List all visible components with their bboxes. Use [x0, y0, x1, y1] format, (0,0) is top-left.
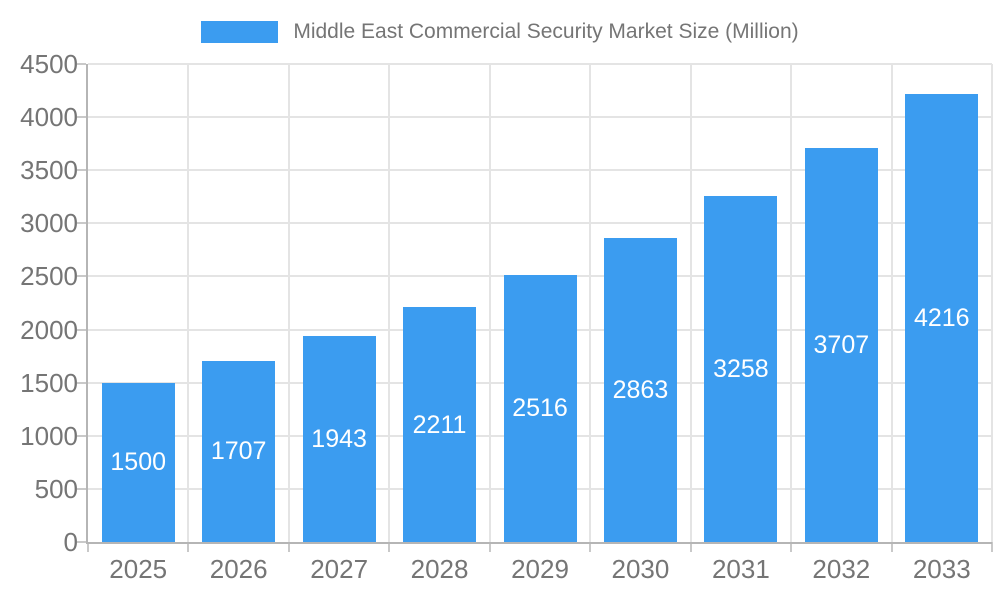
x-axis-tick-label: 2029 [511, 554, 569, 584]
bar [302, 335, 376, 542]
x-axis-tick-label: 2027 [310, 554, 369, 584]
x-axis-labels: 2025 2026 2027 2028 2029 2030 2031 2032 2033 [88, 552, 992, 586]
x-axis-tick-mark [287, 542, 290, 552]
y-axis-tick-label: 500 [34, 473, 78, 504]
y-axis-tick-label: 1000 [20, 420, 78, 451]
y-axis-tick-label: 2000 [20, 314, 78, 345]
y-axis-tick-label: 0 [63, 527, 78, 557]
y-axis-tick-label: 2500 [20, 261, 78, 292]
gridline-vertical [689, 64, 692, 542]
y-axis-tick-mark [77, 541, 86, 543]
x-axis-tick-mark [488, 542, 491, 552]
y-axis-tick-mark [77, 487, 86, 490]
bar-value-label: 1943 [311, 424, 367, 453]
x-axis-tick-label: 2033 [912, 554, 971, 584]
y-axis-tick-label: 3000 [20, 208, 78, 239]
bar [101, 382, 175, 542]
legend-swatch [201, 21, 279, 43]
gridline-vertical [287, 64, 290, 542]
y-axis-labels: 0 500 1000 1500 2000 2500 3000 3500 4000 4500 [0, 49, 78, 557]
x-axis-tick-label: 2032 [812, 554, 871, 584]
gridline-vertical [890, 64, 893, 542]
gridline-vertical [388, 64, 391, 542]
x-axis-tick-mark [790, 542, 793, 552]
y-axis-tick-label: 3500 [20, 155, 78, 186]
y-axis-tick-mark [77, 222, 86, 225]
gridline-vertical [488, 64, 491, 542]
gridline-vertical [589, 64, 592, 542]
plot-area: 1500 1707 1943 2211 2516 2863 3258 3707 4216 [77, 63, 993, 552]
bar [403, 307, 477, 542]
legend-label: Middle East Commercial Security Market S… [293, 20, 799, 43]
x-axis-tick-label: 2031 [711, 554, 770, 584]
bar-value-label: 2516 [512, 394, 568, 423]
x-axis-tick-label: 2030 [611, 554, 670, 584]
bar [202, 360, 276, 542]
y-axis-tick-mark [77, 434, 86, 437]
bar-value-label: 2863 [612, 375, 669, 404]
x-axis-tick-mark [991, 542, 993, 552]
gridline-horizontal [88, 63, 992, 65]
gridline-vertical [991, 64, 993, 542]
gridline-horizontal [88, 169, 992, 172]
bar [603, 237, 677, 542]
x-axis-tick-mark [589, 542, 592, 552]
y-axis-line [86, 64, 88, 544]
y-axis-tick-mark [77, 169, 86, 172]
bar-value-label: 1500 [110, 448, 167, 477]
bar-value-label: 3258 [713, 354, 769, 383]
bar [905, 94, 979, 542]
x-axis-tick-label: 2026 [209, 554, 268, 584]
y-axis-tick-label: 4000 [20, 102, 78, 133]
bar-value-label: 2211 [412, 410, 467, 439]
y-axis-tick-mark [77, 328, 86, 331]
y-axis-tick-label: 1500 [20, 367, 78, 398]
x-axis-tick-mark [87, 542, 89, 552]
gridline-vertical [187, 64, 190, 542]
x-axis-tick-label: 2025 [109, 554, 168, 584]
bar-value-label: 3707 [813, 331, 870, 360]
x-axis-line [88, 542, 992, 544]
gridline-horizontal [88, 222, 992, 225]
chart-legend: Middle East Commercial Security Market S… [0, 20, 1000, 44]
y-axis-tick-mark [77, 63, 86, 65]
bar [804, 148, 878, 542]
y-axis-tick-mark [77, 381, 86, 384]
y-axis-tick-mark [77, 116, 86, 119]
x-axis-tick-mark [890, 542, 893, 552]
gridline-vertical [790, 64, 793, 542]
bar [503, 274, 577, 542]
bar-value-label: 1707 [210, 437, 267, 466]
bar-value-label: 4216 [913, 304, 970, 333]
bar [704, 195, 778, 542]
x-axis-tick-mark [187, 542, 190, 552]
x-axis-tick-mark [689, 542, 692, 552]
y-axis-tick-label: 4500 [20, 49, 78, 79]
y-axis-tick-mark [77, 275, 86, 278]
x-axis-tick-mark [388, 542, 391, 552]
gridline-horizontal [88, 116, 992, 119]
x-axis-tick-label: 2028 [410, 554, 469, 584]
